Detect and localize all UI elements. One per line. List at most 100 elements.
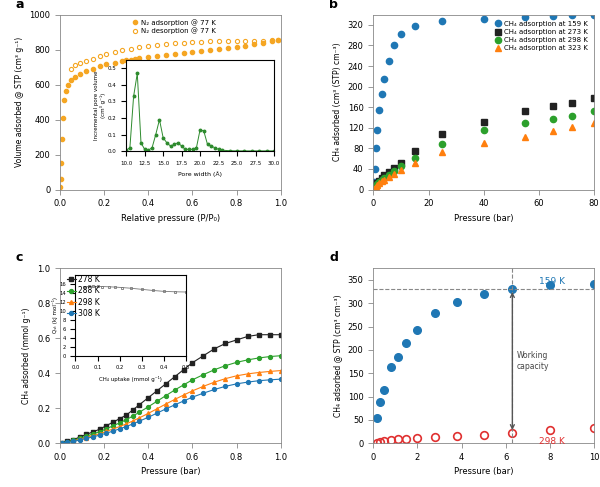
298 K: [171, 396, 178, 402]
308 K: [163, 406, 170, 412]
CH₄ adsorption at 159 K: [381, 76, 388, 82]
308 K: [136, 418, 143, 424]
308 K: [129, 421, 136, 427]
N₂ adsorption @ 77 K: [118, 58, 125, 64]
298 K: [96, 431, 103, 437]
N₂ desorption @ 77 K: [189, 39, 196, 45]
N₂ desorption @ 77 K: [242, 38, 249, 44]
288 K: [200, 372, 207, 377]
298 K: [103, 429, 110, 434]
CH₄ adsorption at 323 K: [374, 183, 381, 188]
N₂ adsorption @ 77 K: [67, 77, 74, 83]
CH₄ adsorption at 273 K: [549, 103, 556, 109]
CH₄ adsorption at 298 K: [411, 155, 418, 161]
288 K: [154, 398, 161, 404]
N₂ desorption @ 77 K: [197, 39, 205, 45]
298 K: [180, 392, 187, 398]
278 K: [136, 402, 143, 408]
288 K: [63, 439, 70, 445]
N₂ desorption @ 77 K: [215, 38, 223, 44]
CH₄ adsorption at 298 K: [370, 187, 377, 192]
N₂ adsorption @ 77 K: [145, 54, 152, 60]
N₂ desorption @ 77 K: [180, 39, 187, 45]
N₂ adsorption @ 77 K: [89, 66, 97, 72]
N₂ adsorption @ 77 K: [83, 69, 90, 75]
CH₄ adsorption at 159 K: [391, 42, 398, 48]
278 K: [76, 434, 83, 440]
N₂ desorption @ 77 K: [163, 41, 170, 47]
298 K: [244, 371, 251, 377]
288 K: [109, 423, 116, 429]
278 K: [266, 332, 273, 337]
308 K: [277, 376, 284, 382]
N₂ adsorption @ 77 K: [215, 46, 223, 52]
308 K: [109, 428, 116, 434]
N₂ adsorption @ 77 K: [259, 40, 266, 46]
308 K: [189, 394, 196, 400]
CH₄ adsorption at 159 K: [378, 92, 385, 97]
N₂ desorption @ 77 K: [275, 37, 282, 43]
X-axis label: Pressure (bar): Pressure (bar): [454, 468, 514, 476]
278 K: [189, 360, 196, 366]
298 K: [266, 369, 273, 375]
CH₄ adsorption at 273 K: [385, 169, 392, 174]
CH₄ adsorption at 273 K: [411, 148, 418, 154]
288 K: [233, 359, 240, 365]
CH₄ adsorption at 159 K: [370, 184, 377, 190]
N₂ adsorption @ 77 K: [72, 74, 79, 80]
298 K: [189, 388, 196, 394]
298 K: [154, 406, 161, 412]
278 K: [222, 340, 229, 346]
298 K: [129, 418, 136, 424]
CH₄ adsorption at 323 K: [385, 174, 392, 180]
CH₄ adsorption at 298 K: [480, 128, 487, 133]
278 K: [89, 429, 97, 435]
X-axis label: Pressure (bar): Pressure (bar): [454, 214, 514, 223]
308 K: [211, 387, 218, 393]
CH₄ adsorption at 273 K: [370, 186, 377, 192]
CH₄ adsorption at 298 K: [549, 115, 556, 121]
Legend: N₂ adsorption @ 77 K, N₂ desorption @ 77 K: N₂ adsorption @ 77 K, N₂ desorption @ 77…: [128, 16, 218, 37]
298 K: [211, 379, 218, 385]
298 K: [70, 438, 77, 444]
278 K: [103, 423, 110, 429]
N₂ desorption @ 77 K: [72, 62, 79, 68]
N₂ adsorption @ 77 K: [56, 184, 64, 190]
278 K: [116, 416, 123, 422]
CH₄ adsorption at 323 K: [371, 185, 379, 191]
Y-axis label: Volume adsorbed @ STP (cm³ g⁻¹): Volume adsorbed @ STP (cm³ g⁻¹): [15, 37, 24, 167]
278 K: [63, 438, 70, 444]
CH₄ adsorption at 298 K: [373, 183, 380, 189]
N₂ adsorption @ 77 K: [62, 88, 69, 94]
N₂ desorption @ 77 K: [224, 38, 232, 44]
N₂ adsorption @ 77 K: [242, 43, 249, 49]
288 K: [171, 387, 178, 393]
CH₄ adsorption at 273 K: [378, 175, 385, 181]
N₂ desorption @ 77 K: [145, 43, 152, 49]
N₂ adsorption @ 77 K: [275, 37, 282, 43]
278 K: [211, 346, 218, 352]
308 K: [83, 435, 90, 441]
308 K: [255, 378, 262, 384]
N₂ adsorption @ 77 K: [163, 52, 170, 58]
288 K: [277, 353, 284, 358]
CH₄ adsorption at 159 K: [397, 31, 404, 37]
Legend: CH₄ adsorption at 159 K, CH₄ adsorption at 273 K, CH₄ adsorption at 298 K, CH₄ a: CH₄ adsorption at 159 K, CH₄ adsorption …: [492, 18, 590, 54]
298 K: [136, 415, 143, 421]
CH₄ adsorption at 159 K: [411, 23, 418, 29]
Text: 159 K: 159 K: [539, 277, 565, 285]
CH₄ adsorption at 273 K: [521, 109, 529, 114]
CH₄ adsorption at 159 K: [371, 166, 379, 172]
CH₄ adsorption at 298 K: [590, 109, 598, 114]
CH₄ adsorption at 298 K: [568, 113, 575, 119]
CH₄ adsorption at 298 K: [391, 168, 398, 174]
CH₄ adsorption at 298 K: [439, 141, 446, 147]
N₂ desorption @ 77 K: [118, 48, 125, 54]
298 K: [222, 375, 229, 381]
CH₄ adsorption at 323 K: [381, 177, 388, 183]
N₂ adsorption @ 77 K: [64, 82, 71, 88]
288 K: [59, 440, 66, 446]
Line: 298 K: 298 K: [60, 369, 283, 445]
N₂ desorption @ 77 K: [127, 46, 134, 52]
CH₄ adsorption at 323 K: [439, 150, 446, 155]
